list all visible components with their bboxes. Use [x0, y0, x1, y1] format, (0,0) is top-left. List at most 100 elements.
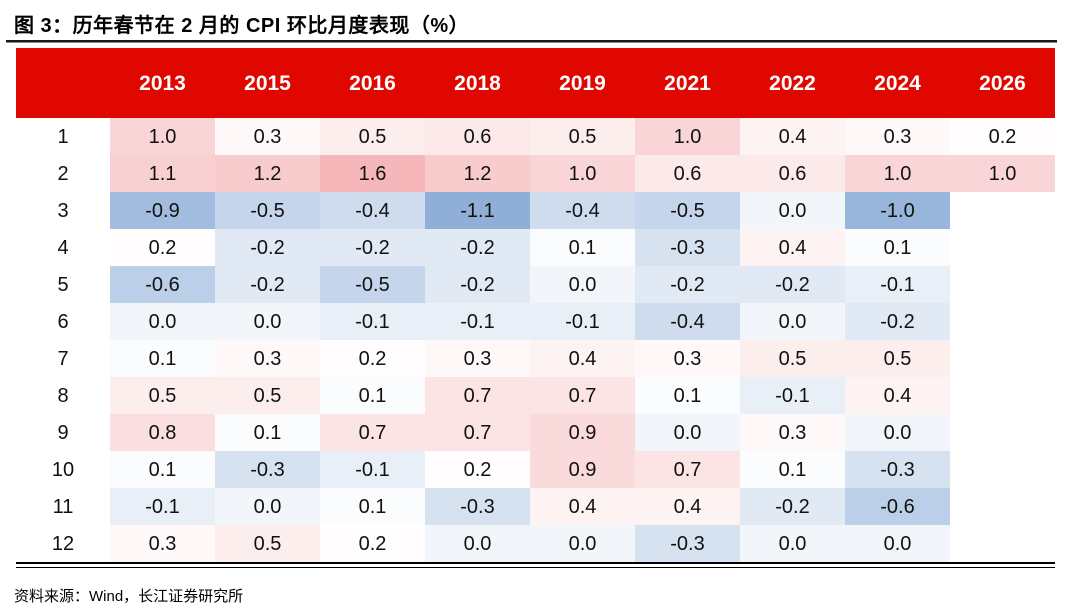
cpi-cell: 0.7: [530, 377, 635, 414]
cpi-cell: -0.5: [320, 266, 425, 303]
cpi-cell: -0.2: [740, 488, 845, 525]
cpi-cell: 0.3: [215, 340, 320, 377]
cpi-cell: 1.6: [320, 155, 425, 192]
cpi-cell: 0.0: [845, 414, 950, 451]
cpi-cell: -1.0: [845, 192, 950, 229]
year-header: 2026: [950, 48, 1055, 118]
month-label: 7: [16, 340, 110, 377]
month-label: 1: [16, 118, 110, 155]
cpi-cell: 0.1: [320, 488, 425, 525]
cpi-table: 2013 2015 2016 2018 2019 2021 2022 2024 2026 1 1.0…: [16, 48, 1055, 562]
cpi-cell: -0.1: [740, 377, 845, 414]
cpi-cell: 0.0: [530, 266, 635, 303]
cpi-cell: [950, 229, 1055, 266]
cpi-cell: 0.0: [110, 303, 215, 340]
cpi-cell: 0.3: [845, 118, 950, 155]
cpi-cell: -0.2: [425, 229, 530, 266]
cpi-cell: 0.3: [215, 118, 320, 155]
cpi-cell: 0.1: [845, 229, 950, 266]
table-bottom-rule: [16, 562, 1055, 568]
cpi-cell: -0.2: [845, 303, 950, 340]
cpi-cell: 0.1: [320, 377, 425, 414]
cpi-cell: -0.1: [425, 303, 530, 340]
cpi-cell: 0.0: [740, 192, 845, 229]
cpi-cell: 0.9: [530, 451, 635, 488]
cpi-cell: 0.0: [740, 303, 845, 340]
cpi-cell: [950, 377, 1055, 414]
cpi-cell: 0.3: [425, 340, 530, 377]
cpi-cell: -0.3: [845, 451, 950, 488]
cpi-cell: 0.0: [215, 488, 320, 525]
cpi-cell: 0.6: [425, 118, 530, 155]
cpi-cell: [950, 414, 1055, 451]
year-header: 2019: [530, 48, 635, 118]
month-label: 3: [16, 192, 110, 229]
cpi-cell: 0.5: [530, 118, 635, 155]
cpi-cell: 0.6: [740, 155, 845, 192]
cpi-cell: [950, 525, 1055, 562]
cpi-cell: -0.3: [635, 229, 740, 266]
month-label: 6: [16, 303, 110, 340]
year-header: 2018: [425, 48, 530, 118]
cpi-cell: 0.0: [425, 525, 530, 562]
cpi-cell: [950, 192, 1055, 229]
month-label: 5: [16, 266, 110, 303]
cpi-cell: 0.8: [110, 414, 215, 451]
cpi-cell: 0.1: [740, 451, 845, 488]
cpi-cell: 1.0: [845, 155, 950, 192]
cpi-cell: -0.1: [320, 451, 425, 488]
cpi-cell: 0.9: [530, 414, 635, 451]
cpi-cell: 1.0: [635, 118, 740, 155]
title-underline: [6, 40, 1057, 43]
month-label: 8: [16, 377, 110, 414]
cpi-cell: -0.2: [320, 229, 425, 266]
cpi-cell: [950, 303, 1055, 340]
cpi-cell: [950, 451, 1055, 488]
source-note: 资料来源：Wind，长江证券研究所: [14, 588, 244, 605]
cpi-cell: 0.5: [215, 377, 320, 414]
month-label: 10: [16, 451, 110, 488]
cpi-cell: 0.1: [215, 414, 320, 451]
year-header: 2015: [215, 48, 320, 118]
cpi-cell: 0.7: [635, 451, 740, 488]
cpi-cell: -0.2: [740, 266, 845, 303]
cpi-cell: 0.0: [740, 525, 845, 562]
figure-title: 图 3：历年春节在 2 月的 CPI 环比月度表现（%）: [14, 15, 470, 37]
cpi-cell: 0.7: [320, 414, 425, 451]
cpi-cell: 0.0: [845, 525, 950, 562]
cpi-cell: 1.1: [110, 155, 215, 192]
month-label: 12: [16, 525, 110, 562]
cpi-cell: 0.4: [530, 488, 635, 525]
cpi-cell: 0.3: [740, 414, 845, 451]
table-corner-cell: [16, 48, 110, 118]
cpi-cell: 1.2: [215, 155, 320, 192]
cpi-cell: 0.7: [425, 377, 530, 414]
cpi-cell: -0.3: [215, 451, 320, 488]
cpi-cell: 0.0: [635, 414, 740, 451]
cpi-cell: -0.6: [845, 488, 950, 525]
cpi-cell: 0.0: [530, 525, 635, 562]
cpi-cell: 0.2: [320, 340, 425, 377]
cpi-cell: 0.0: [215, 303, 320, 340]
year-header: 2024: [845, 48, 950, 118]
cpi-cell: -0.6: [110, 266, 215, 303]
cpi-cell: -0.9: [110, 192, 215, 229]
cpi-cell: -0.2: [215, 229, 320, 266]
cpi-cell: 1.0: [530, 155, 635, 192]
cpi-cell: 0.2: [320, 525, 425, 562]
month-label: 9: [16, 414, 110, 451]
cpi-cell: [950, 340, 1055, 377]
cpi-cell: -0.4: [635, 303, 740, 340]
cpi-cell: 0.1: [110, 451, 215, 488]
cpi-cell: 0.5: [845, 340, 950, 377]
year-header: 2016: [320, 48, 425, 118]
cpi-cell: 0.5: [740, 340, 845, 377]
cpi-cell: 0.2: [950, 118, 1055, 155]
cpi-cell: 1.0: [950, 155, 1055, 192]
cpi-cell: -0.3: [425, 488, 530, 525]
cpi-cell: -0.5: [215, 192, 320, 229]
cpi-cell: -0.4: [530, 192, 635, 229]
cpi-cell: 0.5: [320, 118, 425, 155]
cpi-cell: 0.1: [635, 377, 740, 414]
month-label: 11: [16, 488, 110, 525]
